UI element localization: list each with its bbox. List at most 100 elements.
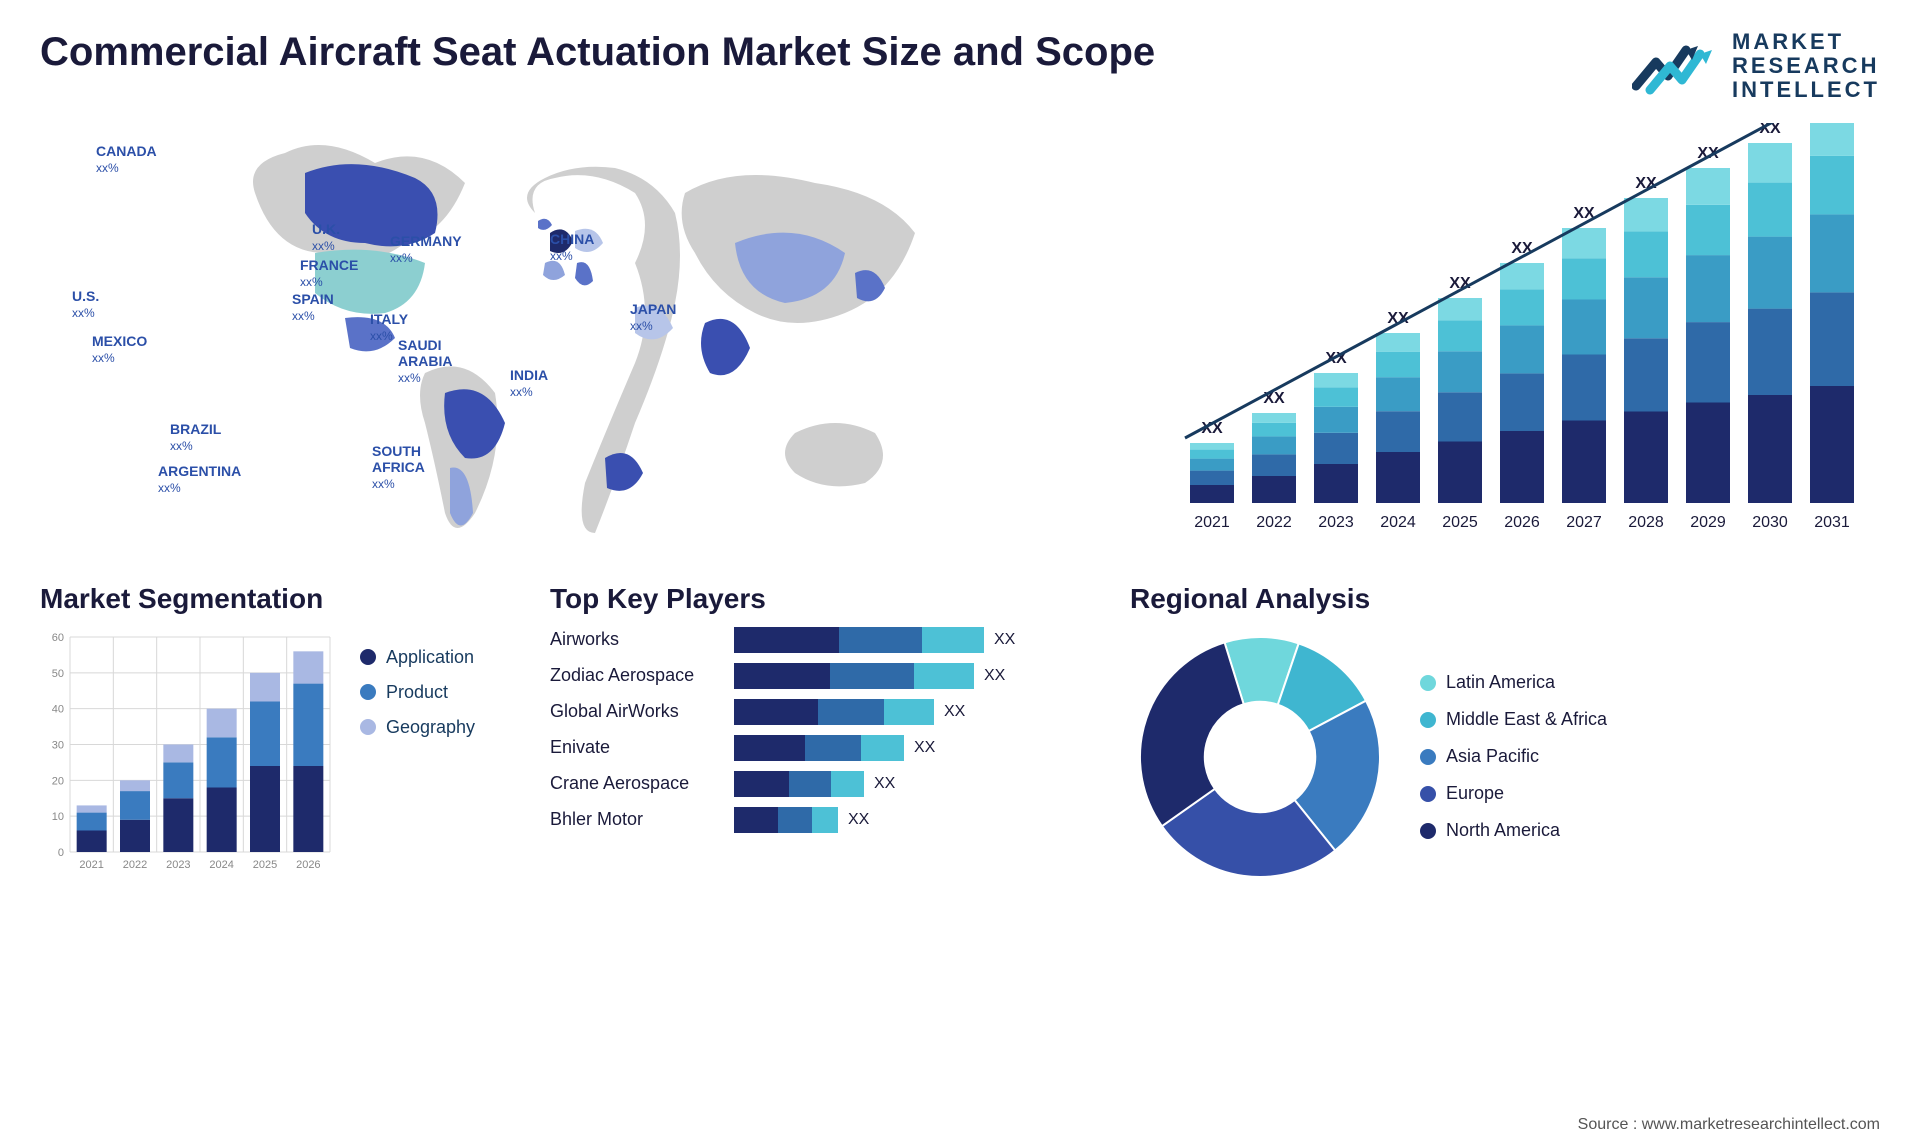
- player-bar-segment: [812, 807, 838, 833]
- player-row: Crane Aerospace XX: [550, 771, 1090, 797]
- player-bar-segment: [884, 699, 934, 725]
- legend-dot-icon: [360, 684, 376, 700]
- svg-text:50: 50: [52, 667, 64, 679]
- svg-text:2021: 2021: [79, 859, 103, 871]
- svg-text:30: 30: [52, 739, 64, 751]
- player-name: Global AirWorks: [550, 701, 720, 722]
- regional-legend-item: Europe: [1420, 783, 1607, 804]
- player-bar: [734, 771, 864, 797]
- svg-text:2026: 2026: [1504, 514, 1540, 531]
- player-bar: [734, 735, 904, 761]
- map-label: BRAZILxx%: [170, 421, 221, 454]
- regional-legend-item: North America: [1420, 820, 1607, 841]
- legend-label: Product: [386, 682, 448, 703]
- svg-text:2025: 2025: [1442, 514, 1478, 531]
- logo-text-3: INTELLECT: [1732, 78, 1880, 102]
- player-name: Bhler Motor: [550, 809, 720, 830]
- player-name: Zodiac Aerospace: [550, 665, 720, 686]
- players-title: Top Key Players: [550, 583, 1090, 615]
- player-row: Global AirWorks XX: [550, 699, 1090, 725]
- legend-label: Application: [386, 647, 474, 668]
- map-label: FRANCExx%: [300, 257, 358, 290]
- legend-dot-icon: [1420, 712, 1436, 728]
- svg-text:2027: 2027: [1566, 514, 1602, 531]
- regional-legend-label: Latin America: [1446, 672, 1555, 693]
- map-label: CANADAxx%: [96, 143, 157, 176]
- svg-text:0: 0: [58, 847, 64, 859]
- svg-text:2030: 2030: [1752, 514, 1788, 531]
- map-label: CHINAxx%: [550, 231, 594, 264]
- player-value: XX: [984, 667, 1005, 685]
- map-label: SPAINxx%: [292, 291, 334, 324]
- player-bar-segment: [805, 735, 861, 761]
- regional-legend-label: Europe: [1446, 783, 1504, 804]
- legend-item: Application: [360, 647, 475, 668]
- player-bar-segment: [734, 807, 778, 833]
- regional-legend-item: Latin America: [1420, 672, 1607, 693]
- page-title: Commercial Aircraft Seat Actuation Marke…: [40, 30, 1155, 75]
- regional-panel: Regional Analysis Latin America Middle Ea…: [1130, 583, 1690, 887]
- player-bar-segment: [734, 663, 830, 689]
- source-text: Source : www.marketresearchintellect.com: [1578, 1116, 1880, 1134]
- player-bar: [734, 699, 934, 725]
- player-name: Crane Aerospace: [550, 773, 720, 794]
- svg-text:2023: 2023: [166, 859, 190, 871]
- map-label: SOUTHAFRICAxx%: [372, 443, 425, 492]
- svg-text:2025: 2025: [253, 859, 277, 871]
- legend-label: Geography: [386, 717, 475, 738]
- players-panel: Top Key Players AirworksXX Zodiac Aerospa…: [550, 583, 1090, 843]
- svg-text:20: 20: [52, 775, 64, 787]
- player-value: XX: [914, 739, 935, 757]
- world-map-panel: CANADAxx%U.S.xx%MEXICOxx%BRAZILxx%ARGENT…: [40, 123, 1130, 553]
- svg-text:10: 10: [52, 811, 64, 823]
- svg-text:2024: 2024: [1380, 514, 1416, 531]
- map-label: JAPANxx%: [630, 301, 676, 334]
- legend-dot-icon: [360, 649, 376, 665]
- svg-text:2031: 2031: [1814, 514, 1850, 531]
- player-row: AirworksXX: [550, 627, 1090, 653]
- player-value: XX: [848, 811, 869, 829]
- regional-legend-item: Middle East & Africa: [1420, 709, 1607, 730]
- legend-dot-icon: [360, 719, 376, 735]
- player-bar-segment: [922, 627, 985, 653]
- svg-text:2024: 2024: [209, 859, 233, 871]
- logo-text-1: MARKET: [1732, 30, 1880, 54]
- player-bar: [734, 627, 984, 653]
- player-bar-segment: [734, 699, 818, 725]
- logo-mark-icon: [1632, 36, 1722, 96]
- player-bar-segment: [831, 771, 864, 797]
- svg-text:XX: XX: [1511, 240, 1533, 257]
- legend-dot-icon: [1420, 786, 1436, 802]
- player-bar: [734, 807, 838, 833]
- legend-dot-icon: [1420, 823, 1436, 839]
- player-bar-segment: [818, 699, 884, 725]
- svg-text:60: 60: [52, 632, 64, 644]
- player-value: XX: [944, 703, 965, 721]
- svg-text:2029: 2029: [1690, 514, 1726, 531]
- player-value: XX: [874, 775, 895, 793]
- map-label: GERMANYxx%: [390, 233, 462, 266]
- legend-item: Product: [360, 682, 475, 703]
- svg-text:2023: 2023: [1318, 514, 1354, 531]
- map-label: INDIAxx%: [510, 367, 548, 400]
- legend-item: Geography: [360, 717, 475, 738]
- logo: MARKET RESEARCH INTELLECT: [1632, 30, 1880, 103]
- map-label: SAUDIARABIAxx%: [398, 337, 452, 386]
- player-row: Bhler Motor XX: [550, 807, 1090, 833]
- svg-text:2026: 2026: [296, 859, 320, 871]
- player-bar-segment: [734, 771, 789, 797]
- legend-dot-icon: [1420, 749, 1436, 765]
- map-label: MEXICOxx%: [92, 333, 147, 366]
- svg-text:2022: 2022: [123, 859, 147, 871]
- player-row: Zodiac Aerospace XX: [550, 663, 1090, 689]
- player-bar-segment: [734, 735, 805, 761]
- map-label: U.S.xx%: [72, 288, 99, 321]
- player-value: XX: [994, 631, 1015, 649]
- player-bar: [734, 663, 974, 689]
- player-bar-segment: [839, 627, 922, 653]
- logo-text-2: RESEARCH: [1732, 54, 1880, 78]
- player-row: EnivateXX: [550, 735, 1090, 761]
- regional-legend-label: North America: [1446, 820, 1560, 841]
- growth-chart: XX2021XX2022XX2023XX2024XX2025XX2026XX20…: [1160, 123, 1880, 543]
- regional-title: Regional Analysis: [1130, 583, 1690, 615]
